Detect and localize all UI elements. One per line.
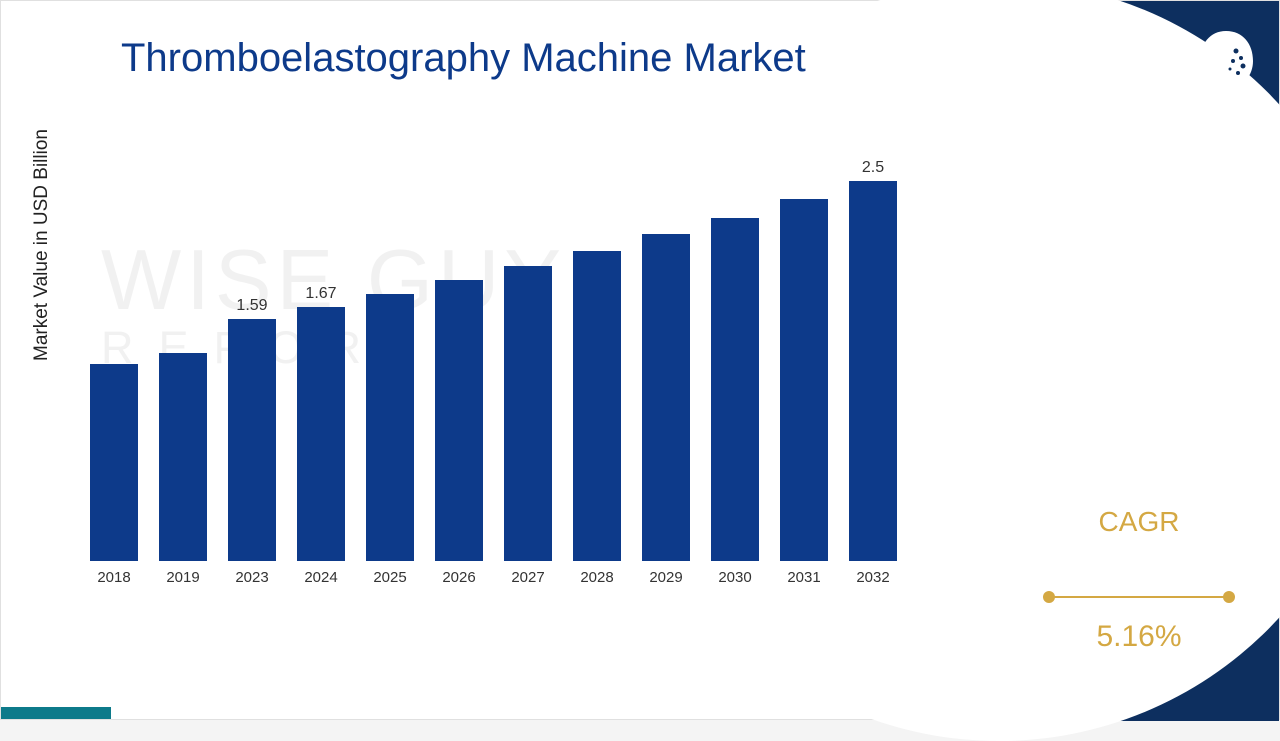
bar-group bbox=[569, 251, 625, 561]
x-axis-label: 2031 bbox=[776, 569, 832, 586]
bar-group bbox=[776, 199, 832, 561]
bar-group bbox=[86, 364, 142, 562]
y-axis-label: Market Value in USD Billion bbox=[31, 129, 53, 361]
bars-container: 1.591.672.5 bbox=[86, 146, 901, 561]
bar-value-label: 1.67 bbox=[305, 285, 336, 303]
bar-group bbox=[500, 266, 556, 561]
x-axis-label: 2026 bbox=[431, 569, 487, 586]
x-axis-label: 2028 bbox=[569, 569, 625, 586]
chart-title: Thromboelastography Machine Market bbox=[121, 36, 806, 81]
x-axis-label: 2023 bbox=[224, 569, 280, 586]
bar bbox=[366, 294, 414, 561]
bar-group bbox=[707, 218, 763, 561]
bar bbox=[159, 353, 207, 561]
bar-value-label: 1.59 bbox=[236, 297, 267, 315]
x-axis-label: 2024 bbox=[293, 569, 349, 586]
bar-group: 1.67 bbox=[293, 307, 349, 561]
bar bbox=[228, 319, 276, 561]
logo-main-text: WISE GUY bbox=[1008, 41, 1184, 73]
bar bbox=[435, 280, 483, 561]
bar bbox=[711, 218, 759, 561]
bar-group: 1.59 bbox=[224, 319, 280, 561]
bar bbox=[642, 234, 690, 561]
x-axis-label: 2029 bbox=[638, 569, 694, 586]
bar bbox=[504, 266, 552, 561]
brand-logo: WISE GUY REPORTS bbox=[989, 26, 1259, 106]
bar-group bbox=[431, 280, 487, 561]
bar-group bbox=[362, 294, 418, 561]
cagr-divider bbox=[1049, 596, 1229, 598]
bar bbox=[297, 307, 345, 561]
bar-group: 2.5 bbox=[845, 181, 901, 561]
x-axis-label: 2030 bbox=[707, 569, 763, 586]
logo-head-icon bbox=[1194, 29, 1259, 104]
x-axis-label: 2018 bbox=[86, 569, 142, 586]
bar bbox=[573, 251, 621, 561]
bar-group bbox=[638, 234, 694, 561]
cagr-period: (2019-2032) bbox=[1024, 543, 1254, 574]
x-axis-labels: 2018 2019 2023 2024 2025 2026 2027 2028 2029 2030… bbox=[86, 569, 901, 586]
x-axis-label: 2032 bbox=[845, 569, 901, 586]
cagr-block: CAGR (2019-2032) 5.16% bbox=[1024, 506, 1254, 654]
x-axis-label: 2019 bbox=[155, 569, 211, 586]
chart-container: WISE GUY REPORTS WISE GUY REPORTS Thromb… bbox=[0, 0, 1280, 720]
bottom-accent-bar bbox=[1, 707, 111, 719]
logo-text: WISE GUY REPORTS bbox=[1008, 41, 1184, 91]
bar-value-label: 2.5 bbox=[862, 159, 884, 177]
x-axis-label: 2025 bbox=[362, 569, 418, 586]
bar bbox=[780, 199, 828, 561]
x-axis-label: 2027 bbox=[500, 569, 556, 586]
chart-area: 1.591.672.5 2018201920232024202520262027… bbox=[71, 146, 901, 586]
cagr-value: 5.16% bbox=[1024, 620, 1254, 654]
bar-group bbox=[155, 353, 211, 561]
bar bbox=[90, 364, 138, 562]
bar bbox=[849, 181, 897, 561]
logo-sub-text: REPORTS bbox=[1008, 75, 1184, 91]
cagr-title: CAGR bbox=[1024, 506, 1254, 538]
